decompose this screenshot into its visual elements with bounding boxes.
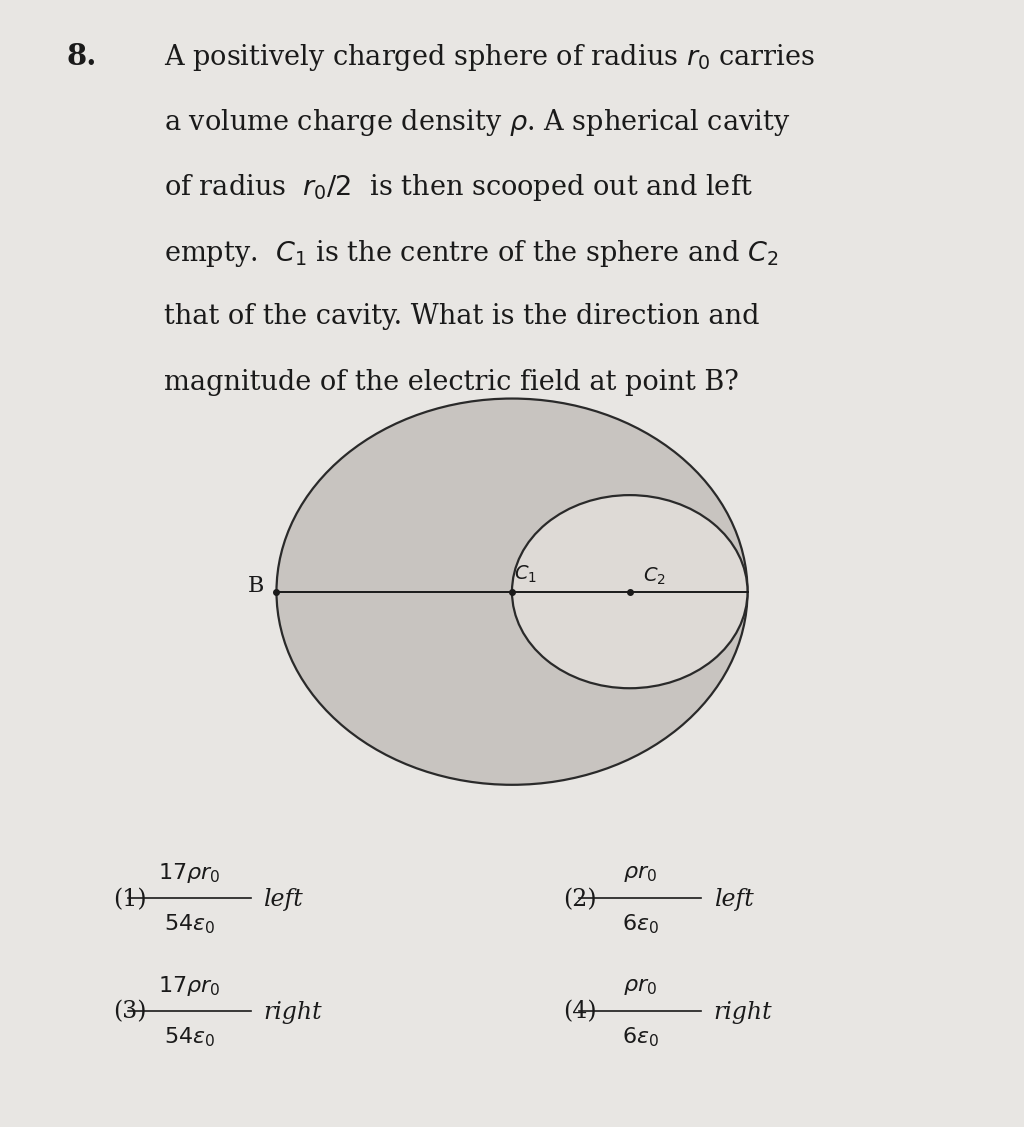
Text: $\rho r_0$: $\rho r_0$ — [623, 975, 657, 997]
Text: $17\rho r_0$: $17\rho r_0$ — [159, 974, 220, 999]
Text: $6\varepsilon_0$: $6\varepsilon_0$ — [622, 1026, 658, 1048]
Text: $C_2$: $C_2$ — [643, 566, 666, 587]
Text: left: left — [714, 888, 754, 911]
Text: $\rho r_0$: $\rho r_0$ — [623, 862, 657, 885]
Text: (2): (2) — [563, 888, 597, 911]
Text: (3): (3) — [113, 1001, 146, 1023]
Text: $6\varepsilon_0$: $6\varepsilon_0$ — [622, 913, 658, 935]
Text: $C_1$: $C_1$ — [514, 564, 537, 585]
Text: magnitude of the electric field at point B?: magnitude of the electric field at point… — [164, 369, 738, 396]
Text: 8.: 8. — [67, 42, 97, 71]
Text: (4): (4) — [563, 1001, 597, 1023]
Text: left: left — [263, 888, 303, 911]
Text: B: B — [248, 575, 264, 597]
Text: empty.  $C_1$ is the centre of the sphere and $C_2$: empty. $C_1$ is the centre of the sphere… — [164, 238, 778, 269]
Text: $17\rho r_0$: $17\rho r_0$ — [159, 861, 220, 886]
Ellipse shape — [276, 399, 748, 784]
Text: that of the cavity. What is the direction and: that of the cavity. What is the directio… — [164, 303, 760, 330]
Text: $54\varepsilon_0$: $54\varepsilon_0$ — [164, 1026, 215, 1048]
Text: $54\varepsilon_0$: $54\varepsilon_0$ — [164, 913, 215, 935]
Text: of radius  $r_0/2$  is then scooped out and left: of radius $r_0/2$ is then scooped out an… — [164, 172, 753, 204]
Text: A positively charged sphere of radius $r_0$ carries: A positively charged sphere of radius $r… — [164, 42, 815, 73]
Text: (1): (1) — [113, 888, 146, 911]
Ellipse shape — [512, 495, 748, 689]
Text: a volume charge density $\rho$. A spherical cavity: a volume charge density $\rho$. A spheri… — [164, 107, 791, 139]
Text: right: right — [714, 1001, 772, 1023]
Text: right: right — [263, 1001, 322, 1023]
